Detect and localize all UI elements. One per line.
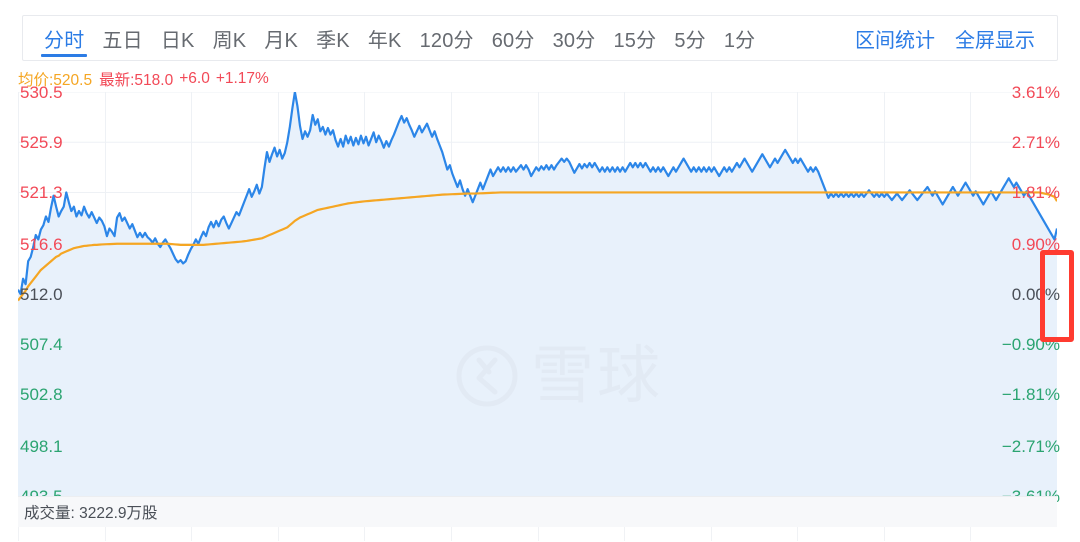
tab-0[interactable]: 分时 [35, 16, 93, 60]
tool-link-0[interactable]: 区间统计 [855, 29, 935, 52]
tab-1[interactable]: 五日 [102, 29, 143, 52]
right-axis-tick-5: −0.90% [1001, 335, 1060, 355]
tool-link-1[interactable]: 全屏显示 [955, 29, 1035, 52]
price-chart-svg[interactable] [18, 92, 1057, 496]
left-axis-tick-3: 516.6 [20, 234, 63, 254]
quote-info-line: 均价:520.5 最新:518.0 +6.0 +1.17% [18, 68, 269, 90]
last-price-label: 最新:518.0 [99, 72, 174, 89]
tab-8[interactable]: 60分 [491, 29, 535, 52]
right-axis-tick-1: 2.71% [1011, 133, 1060, 153]
right-axis-tick-6: −1.81% [1001, 385, 1060, 405]
left-axis-tick-4: 512.0 [20, 285, 63, 304]
period-tabs: 分时 五日 日K 周K 月K 季K 年K 120分 60分 30分 15分 5分 1分 [23, 16, 764, 60]
tab-5[interactable]: 季K [316, 29, 350, 52]
price-line [18, 92, 1057, 296]
price-plot-area[interactable]: 雪球 [18, 92, 1057, 496]
average-price-line [18, 191, 1057, 302]
volume-label: 成交量: 3222.9万股 [24, 505, 158, 522]
tab-11[interactable]: 5分 [674, 29, 706, 52]
tab-12[interactable]: 1分 [723, 29, 756, 52]
volume-bars-svg [18, 527, 971, 541]
left-axis-tick-0: 530.5 [20, 83, 63, 102]
period-tabbar: 分时 五日 日K 周K 月K 季K 年K 120分 60分 30分 15分 5分 1分 区间统计 全屏显示 [22, 15, 1058, 61]
volume-bars-pane[interactable] [18, 527, 1057, 541]
left-axis-tick-5: 507.4 [20, 335, 63, 355]
chart-container: 雪球 530.5 525.9 521.3 516.6 512.0 507.4 502.8 49… [0, 84, 1080, 542]
volume-gridlines [18, 527, 971, 541]
left-axis-tick-1: 525.9 [20, 133, 63, 153]
average-price-label: 均价:520.5 [18, 72, 93, 89]
right-axis-tick-7: −2.71% [1001, 436, 1060, 456]
right-axis-tick-0: 3.61% [1011, 83, 1060, 102]
tab-3[interactable]: 周K [212, 29, 247, 52]
right-axis-tick-3: 0.90% [1011, 234, 1060, 254]
tab-2[interactable]: 日K [160, 29, 195, 52]
left-axis-tick-6: 502.8 [20, 385, 63, 405]
tab-9[interactable]: 30分 [552, 29, 596, 52]
change-amount-label: +6.0 [179, 70, 210, 87]
tab-7[interactable]: 120分 [419, 29, 474, 52]
right-axis-tick-4: 0.00% [1011, 285, 1060, 304]
change-percent-label: +1.17% [215, 70, 269, 87]
left-axis-tick-2: 521.3 [20, 183, 63, 203]
tool-links: 区间统计 全屏显示 [845, 16, 1057, 60]
tab-10[interactable]: 15分 [613, 29, 657, 52]
right-percent-axis: 3.61% 2.71% 1.81% 0.90% 0.00% −0.90% −1.81% −2.… [0, 84, 1080, 505]
tab-6[interactable]: 年K [367, 29, 402, 52]
volume-info-strip: 成交量: 3222.9万股 [18, 496, 1057, 528]
tab-4[interactable]: 月K [264, 29, 299, 52]
right-axis-tick-2: 1.81% [1011, 183, 1060, 203]
left-axis-tick-7: 498.1 [20, 436, 63, 456]
